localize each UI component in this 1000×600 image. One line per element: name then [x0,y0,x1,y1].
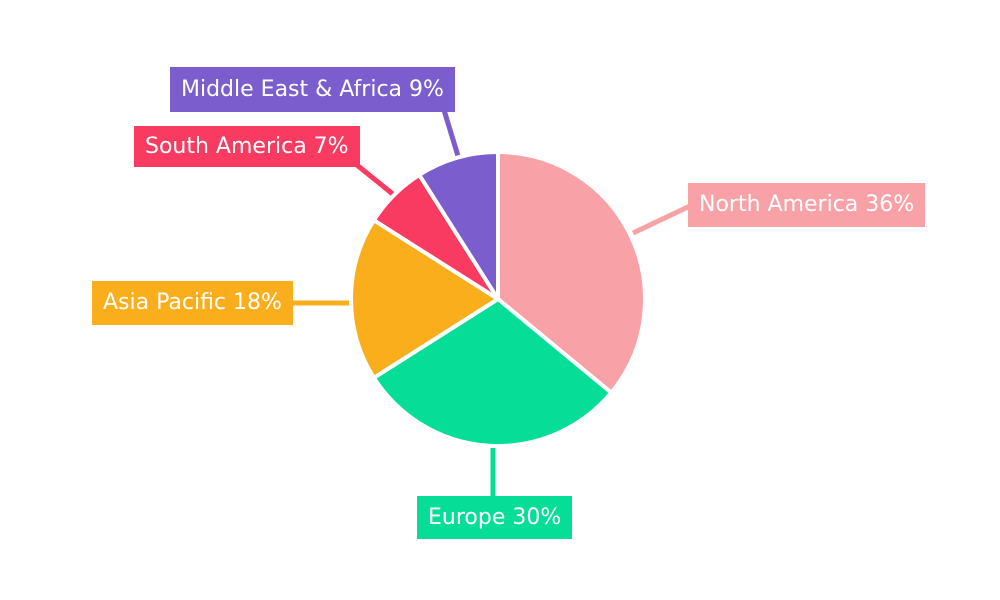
leader-line-middle-east-africa [441,109,461,157]
pie-slice-north-america[interactable] [496,150,648,395]
pie-slice-europe[interactable] [371,297,614,449]
callout-label-middle-east-africa: Middle East & Africa 9% [170,67,455,112]
leader-line-north-america [631,203,692,236]
callout-label-europe: Europe 30% [417,496,573,539]
pie-slice-middle-east-africa[interactable] [417,150,500,301]
pie-slice-asia-pacific[interactable] [349,218,500,380]
callout-label-north-america: North America 36% [688,183,926,227]
callout-label-south-america: South America 7% [134,126,360,167]
callout-label-asia-pacific: Asia Pacific 18% [92,281,293,325]
